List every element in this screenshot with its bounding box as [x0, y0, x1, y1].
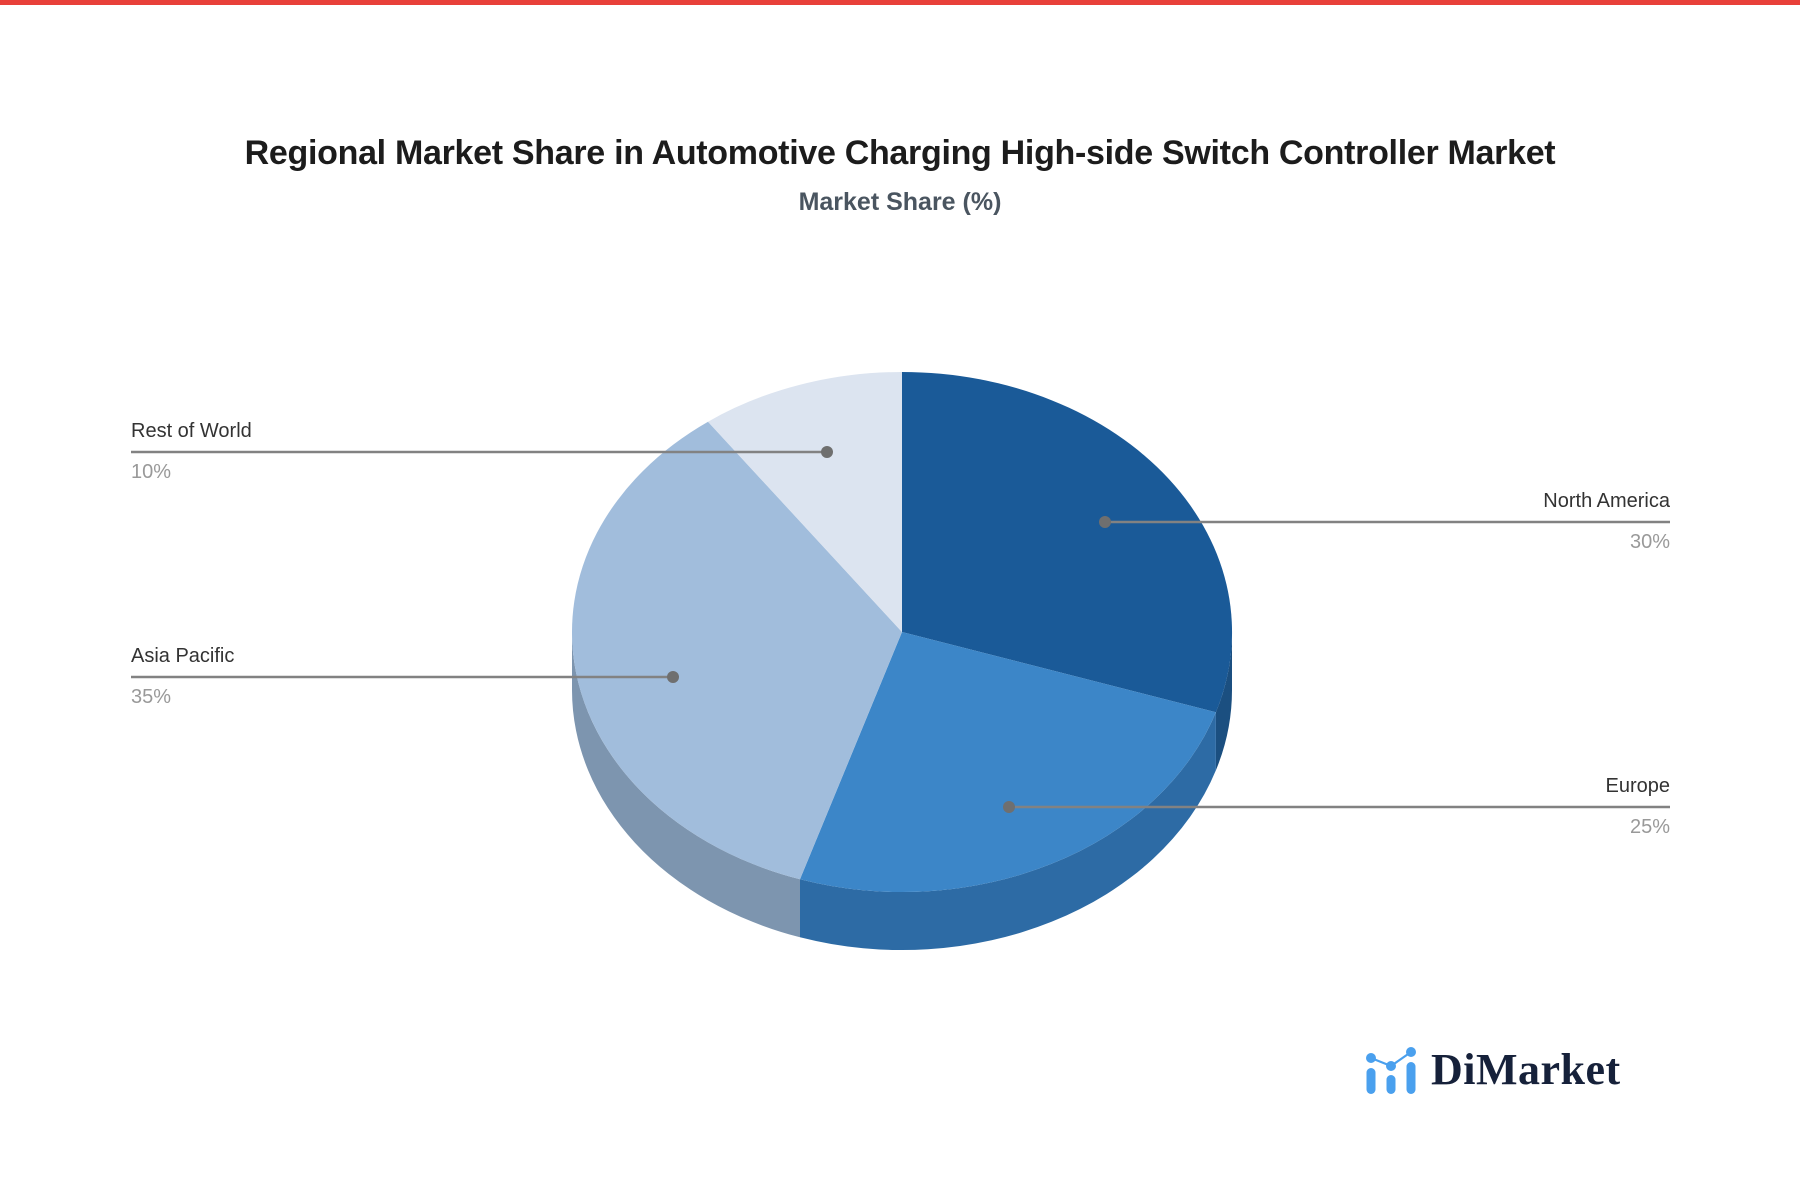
- leader-dot-north-america: [1099, 516, 1111, 528]
- leader-dot-europe: [1003, 801, 1015, 813]
- leader-dot-rest-of-world: [821, 446, 833, 458]
- callout-europe: Europe 25%: [1606, 773, 1671, 840]
- callout-value: 35%: [131, 686, 172, 708]
- callout-label: North America: [1543, 490, 1670, 512]
- callout-value: 25%: [1629, 816, 1670, 838]
- pie-slice-rest-of-world[interactable]: [708, 372, 902, 632]
- brand-logo-text: DiMarket: [1431, 1045, 1621, 1094]
- callout-label: Asia Pacific: [131, 645, 235, 667]
- leader-dot-asia-pacific: [667, 671, 679, 683]
- bar-chart-logo-icon: [1366, 1046, 1416, 1094]
- pie-side-north-america: [1215, 632, 1233, 771]
- top-accent-bar: [0, 0, 1800, 5]
- chart-title: Regional Market Share in Automotive Char…: [244, 134, 1556, 172]
- pie-side-europe: [800, 712, 1216, 951]
- callout-north-america: North America 30%: [1543, 488, 1670, 555]
- callout-label: Rest of World: [131, 420, 252, 442]
- pie-slice-europe[interactable]: [800, 632, 1216, 893]
- callout-asia-pacific: Asia Pacific 35%: [131, 643, 234, 710]
- chart-subtitle: Market Share (%): [798, 188, 1002, 216]
- pie-slice-north-america[interactable]: [902, 372, 1233, 713]
- leader-lines: [131, 450, 1670, 809]
- callout-rest-of-world: Rest of World 10%: [131, 418, 252, 485]
- leader-dots: [667, 446, 1111, 813]
- callout-value: 30%: [1629, 531, 1670, 553]
- brand-logo: DiMarket: [1364, 1044, 1621, 1095]
- pie-side-asia-pacific: [572, 632, 800, 938]
- callout-label: Europe: [1605, 775, 1671, 797]
- pie-slice-asia-pacific[interactable]: [571, 421, 902, 880]
- callout-value: 10%: [131, 461, 172, 483]
